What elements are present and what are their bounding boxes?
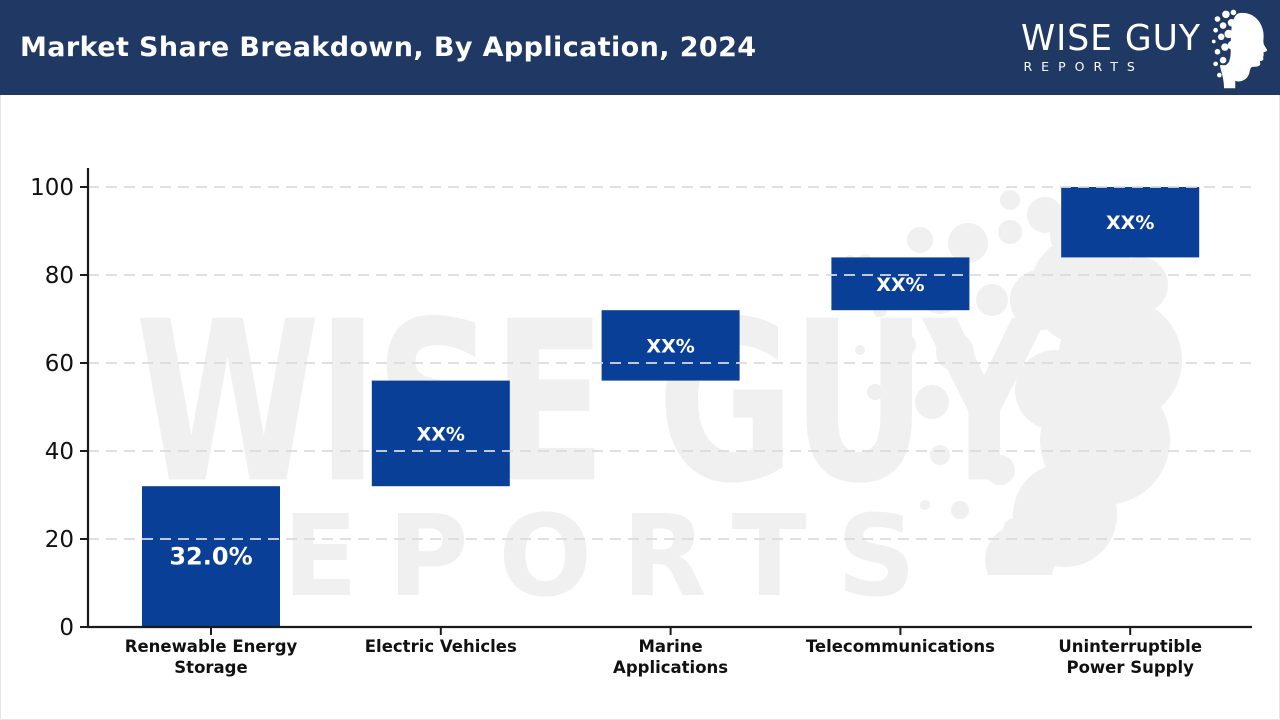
brand-wordmark-line1: WISE GUY	[1020, 18, 1201, 60]
gridlines-group	[88, 186, 1252, 540]
y-tick-label: 100	[30, 175, 74, 201]
bar-value-label: XX%	[646, 335, 694, 357]
bar-segment	[371, 380, 510, 487]
brand-wordmark-line2: REPORTS	[1023, 59, 1144, 75]
axes-group	[80, 168, 1252, 635]
bar-value-label: XX%	[1106, 212, 1154, 234]
x-category-label: Renewable Energy Storage	[125, 637, 298, 677]
brand-head-icon	[1211, 9, 1268, 88]
bar-segment	[831, 257, 970, 311]
bar-value-label: 32.0%	[169, 543, 252, 571]
labels-group: 0 20 40 60 80 100 Renewable Energy Storage 32.0%…	[30, 175, 1202, 677]
x-category-label: Marine Applications	[613, 637, 728, 677]
bar-value-label: XX%	[417, 423, 465, 445]
bar-value-label: XX%	[876, 274, 924, 296]
y-tick-label: 40	[45, 439, 74, 465]
x-category-label: Telecommunications	[806, 637, 995, 656]
bar-segment	[142, 486, 280, 627]
header-bar: Market Share Breakdown, By Application, …	[0, 0, 1280, 95]
brand-logo: WISE GUY REPORTS	[1021, 7, 1269, 89]
y-tick-label: 80	[45, 263, 74, 289]
bars-group	[142, 187, 1200, 627]
bar-segment	[1061, 187, 1200, 258]
brand-wordmark: WISE GUY REPORTS	[1021, 21, 1209, 74]
y-tick-label: 0	[59, 615, 74, 641]
y-tick-label: 60	[45, 351, 74, 377]
watermark-reports: REPORTS	[168, 490, 946, 622]
x-category-label: Uninterruptible Power Supply	[1058, 637, 1202, 677]
y-tick-label: 20	[45, 527, 74, 553]
bar-segment	[601, 310, 740, 381]
page-title: Market Share Breakdown, By Application, …	[20, 32, 757, 63]
watermark-wordmark: WISE GUY	[135, 273, 1045, 533]
x-category-label: Electric Vehicles	[365, 637, 517, 656]
